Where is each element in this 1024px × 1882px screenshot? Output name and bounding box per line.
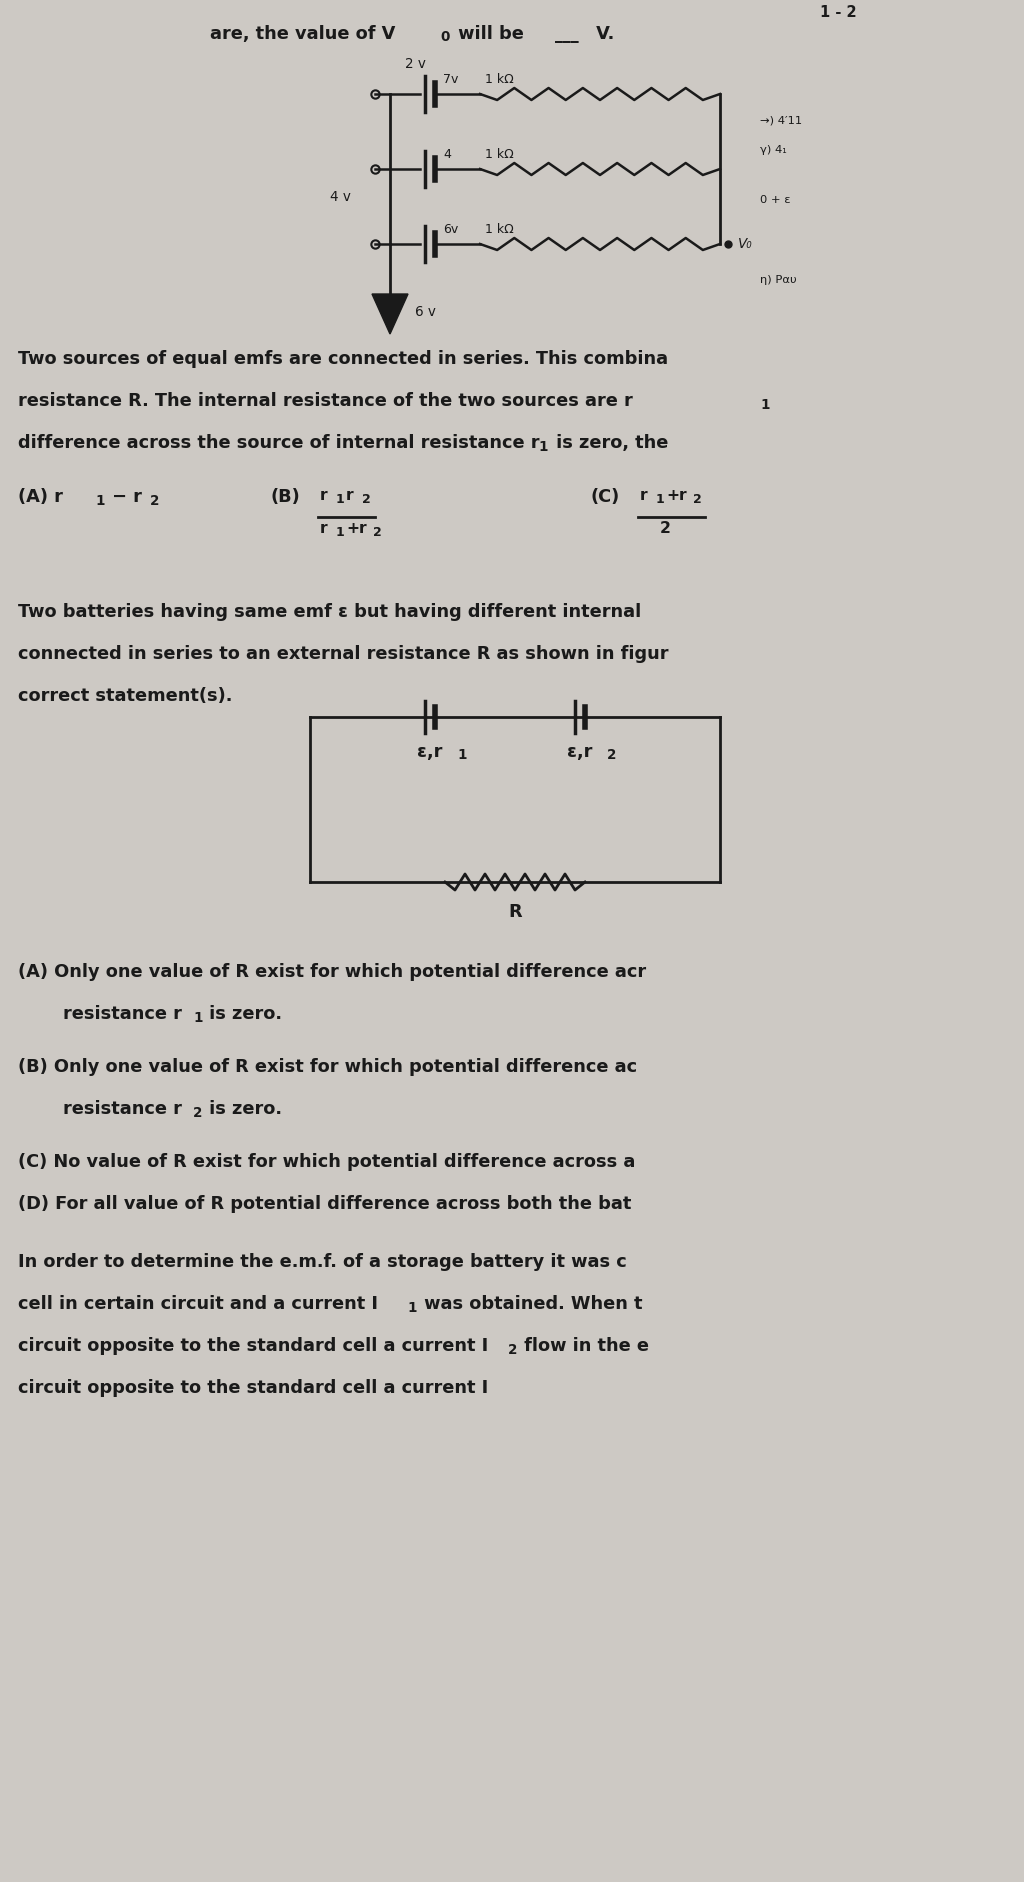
Text: 0: 0: [440, 30, 450, 43]
Text: γ) 4₁: γ) 4₁: [760, 145, 786, 154]
Text: Two sources of equal emfs are connected in series. This combina: Two sources of equal emfs are connected …: [18, 350, 668, 367]
Text: (B) Only one value of R exist for which potential difference ac: (B) Only one value of R exist for which …: [18, 1058, 637, 1075]
Text: V.: V.: [590, 24, 614, 43]
Text: connected in series to an external resistance R as shown in figur: connected in series to an external resis…: [18, 646, 669, 662]
Text: will be: will be: [452, 24, 524, 43]
Text: 2: 2: [693, 493, 701, 506]
Text: 1: 1: [407, 1300, 417, 1314]
Text: 4: 4: [443, 149, 451, 162]
Text: ___: ___: [555, 28, 579, 43]
Text: r: r: [640, 487, 647, 502]
Text: 1: 1: [457, 747, 466, 762]
Text: η) Pαυ: η) Pαυ: [760, 275, 797, 284]
Text: 1: 1: [336, 493, 345, 506]
Text: 1: 1: [193, 1011, 203, 1024]
Text: (D) For all value of R potential difference across both the bat: (D) For all value of R potential differe…: [18, 1195, 632, 1212]
Text: 2: 2: [150, 493, 160, 508]
Text: 0 + ε: 0 + ε: [760, 196, 791, 205]
Text: V₀: V₀: [738, 237, 753, 250]
Text: cell in certain circuit and a current I: cell in certain circuit and a current I: [18, 1295, 378, 1312]
Text: →) 4′11: →) 4′11: [760, 115, 802, 124]
Text: 1 kΩ: 1 kΩ: [485, 222, 514, 235]
Text: 2: 2: [607, 747, 616, 762]
Text: ε,r: ε,r: [418, 743, 442, 760]
Text: resistance R. The internal resistance of the two sources are r: resistance R. The internal resistance of…: [18, 391, 633, 410]
Polygon shape: [372, 295, 408, 335]
Text: (C): (C): [590, 487, 620, 506]
Text: 4 v: 4 v: [330, 190, 351, 203]
Text: is zero, the: is zero, the: [550, 433, 669, 452]
Text: +r: +r: [666, 487, 687, 502]
Text: 6 v: 6 v: [415, 305, 436, 318]
Text: are, the value of V: are, the value of V: [210, 24, 395, 43]
Text: R: R: [508, 903, 522, 920]
Text: was obtained. When t: was obtained. When t: [418, 1295, 642, 1312]
Text: resistance r: resistance r: [63, 1099, 182, 1118]
Text: 1 kΩ: 1 kΩ: [485, 73, 514, 87]
Text: 1 - 2: 1 - 2: [820, 6, 857, 21]
Text: (A) r: (A) r: [18, 487, 62, 506]
Text: resistance r: resistance r: [63, 1005, 182, 1022]
Text: r: r: [346, 487, 353, 502]
Text: correct statement(s).: correct statement(s).: [18, 687, 232, 704]
Text: 1 kΩ: 1 kΩ: [485, 149, 514, 162]
Text: r: r: [321, 487, 328, 502]
Text: (C) No value of R exist for which potential difference across a: (C) No value of R exist for which potent…: [18, 1152, 635, 1171]
Text: ε,r: ε,r: [567, 743, 593, 760]
Text: circuit opposite to the standard cell a current I: circuit opposite to the standard cell a …: [18, 1378, 488, 1396]
Text: 1: 1: [656, 493, 665, 506]
Text: 2: 2: [362, 493, 371, 506]
Text: 1: 1: [95, 493, 104, 508]
Text: 2: 2: [193, 1105, 203, 1120]
Text: 6v: 6v: [443, 222, 459, 235]
Text: 2 v: 2 v: [404, 56, 425, 72]
Text: 2: 2: [508, 1342, 517, 1357]
Text: r: r: [321, 521, 328, 536]
Text: flow in the e: flow in the e: [518, 1336, 649, 1355]
Text: 2: 2: [373, 525, 382, 538]
Text: (A) Only one value of R exist for which potential difference acr: (A) Only one value of R exist for which …: [18, 962, 646, 981]
Text: In order to determine the e.m.f. of a storage battery it was c: In order to determine the e.m.f. of a st…: [18, 1252, 627, 1270]
Text: circuit opposite to the standard cell a current I: circuit opposite to the standard cell a …: [18, 1336, 488, 1355]
Text: +r: +r: [346, 521, 367, 536]
Text: 7v: 7v: [443, 73, 459, 87]
Text: (B): (B): [270, 487, 300, 506]
Text: 1: 1: [538, 440, 548, 454]
Text: 1: 1: [336, 525, 345, 538]
Text: 2: 2: [659, 521, 671, 536]
Text: Two batteries having same emf ε but having different internal: Two batteries having same emf ε but havi…: [18, 602, 641, 621]
Text: 1: 1: [760, 397, 769, 412]
Text: difference across the source of internal resistance r: difference across the source of internal…: [18, 433, 540, 452]
Text: − r: − r: [106, 487, 142, 506]
Text: is zero.: is zero.: [203, 1005, 282, 1022]
Text: is zero.: is zero.: [203, 1099, 282, 1118]
